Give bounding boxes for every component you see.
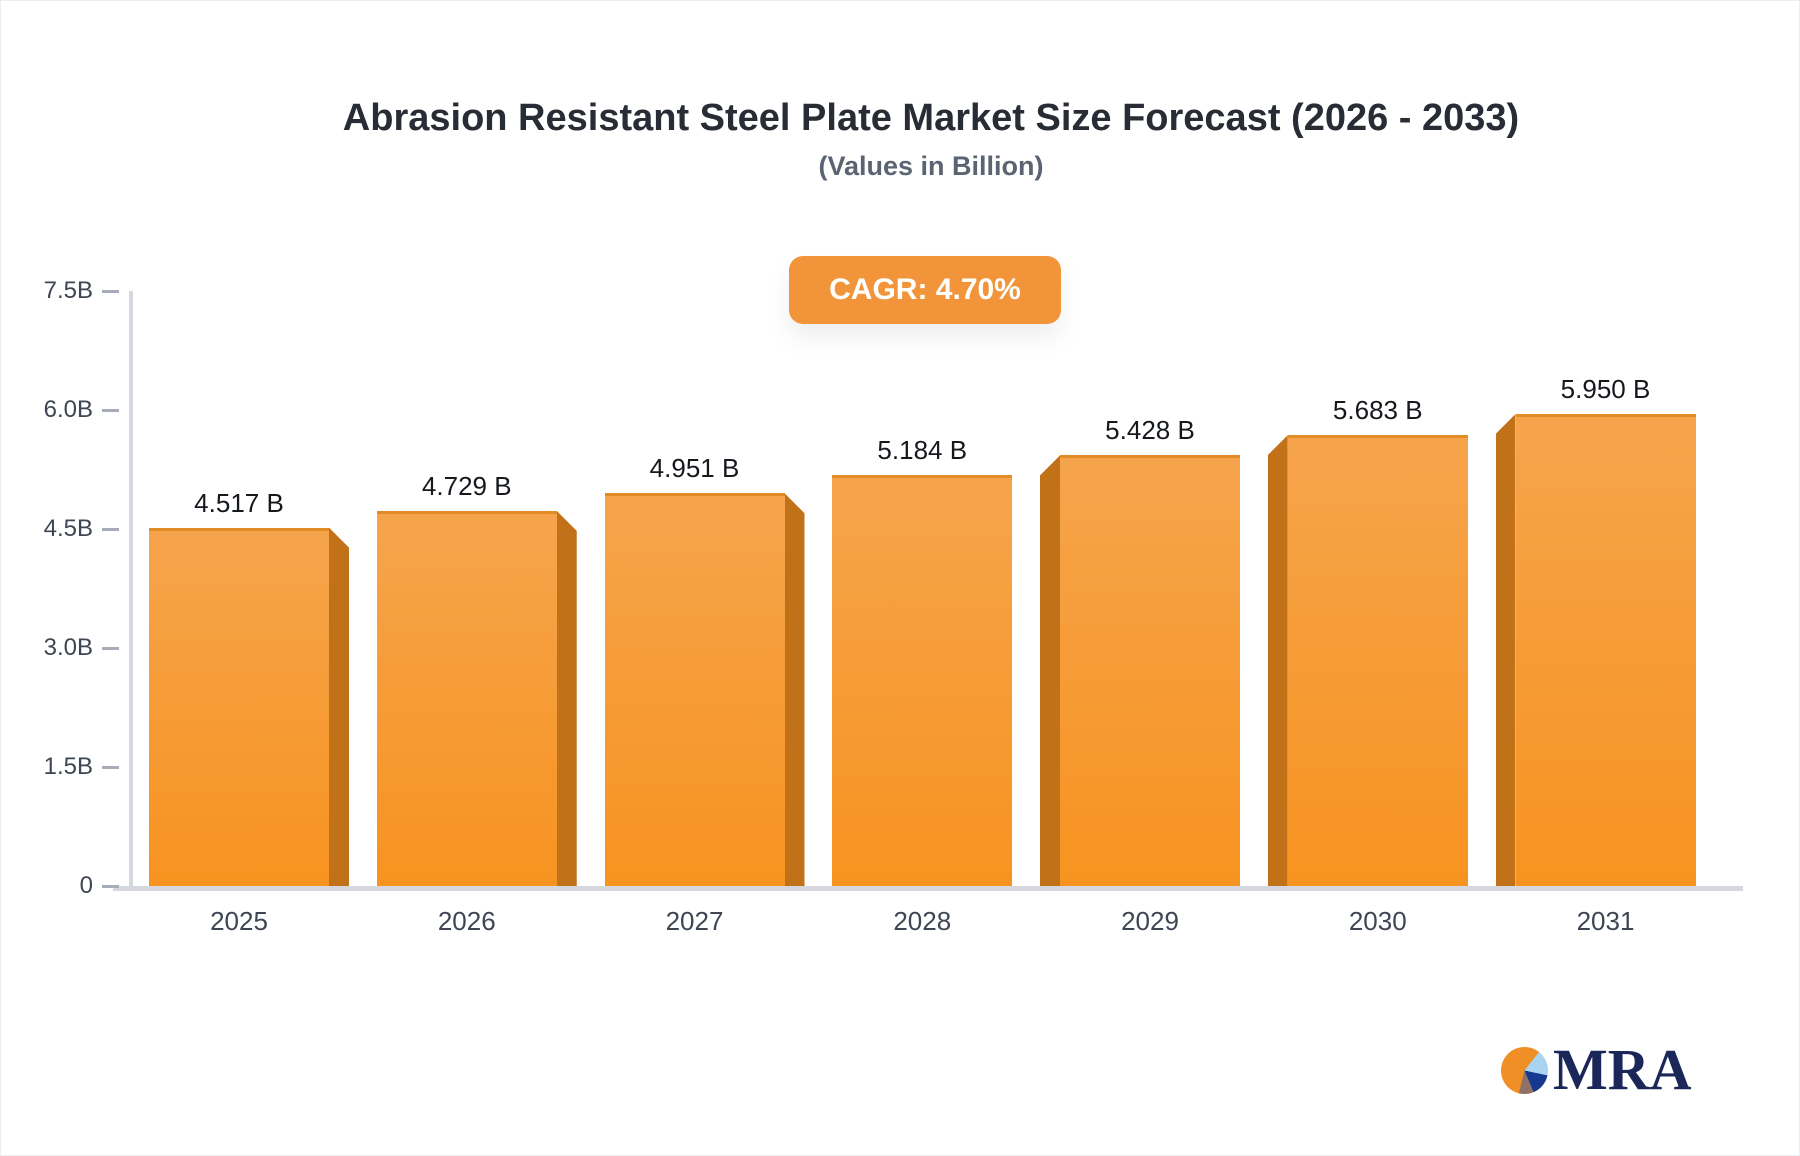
y-tick-dash bbox=[102, 527, 119, 531]
bar-side-face bbox=[1267, 435, 1288, 886]
bar-value-label: 5.683 B bbox=[1332, 395, 1423, 426]
chart-title: Abrasion Resistant Steel Plate Market Si… bbox=[342, 97, 1520, 139]
bar-2025 bbox=[149, 527, 329, 886]
bar-value-label: 4.951 B bbox=[649, 453, 740, 484]
y-tick-dash bbox=[102, 765, 119, 769]
x-axis-label: 2031 bbox=[1576, 906, 1635, 936]
chart-subtitle: (Values in Billion) bbox=[818, 151, 1044, 181]
x-axis-line bbox=[113, 886, 1743, 891]
pie-chart-icon bbox=[1501, 1046, 1548, 1094]
bar-side-face bbox=[1495, 413, 1516, 886]
bar-2026 bbox=[376, 510, 557, 886]
y-tick-label: 3.0B bbox=[43, 634, 93, 661]
x-axis-label: 2028 bbox=[893, 906, 952, 936]
x-axis-label: 2027 bbox=[665, 906, 724, 936]
x-axis-label: 2025 bbox=[210, 906, 268, 936]
bar-2027 bbox=[604, 493, 785, 886]
y-tick-dash bbox=[102, 884, 119, 888]
bar-value-label: 5.950 B bbox=[1560, 373, 1651, 404]
y-tick-dash bbox=[102, 289, 119, 293]
bar-2028 bbox=[832, 474, 1013, 886]
y-tick-label: 6.0B bbox=[43, 396, 93, 423]
cagr-badge: CAGR: 4.70% bbox=[789, 256, 1061, 324]
x-axis-label: 2026 bbox=[437, 906, 496, 936]
bar-2031 bbox=[1515, 413, 1696, 886]
bar-value-label: 5.428 B bbox=[1105, 415, 1195, 446]
brand-name: MRA bbox=[1553, 1037, 1692, 1102]
y-tick-label: 0 bbox=[79, 872, 93, 899]
y-tick-label: 1.5B bbox=[43, 753, 93, 780]
bar-side-face bbox=[556, 510, 577, 886]
x-axis-label: 2030 bbox=[1348, 906, 1407, 936]
bar-side-face bbox=[1040, 455, 1060, 886]
bar-side-face bbox=[329, 527, 349, 886]
bar-2029 bbox=[1060, 455, 1240, 886]
x-axis-label: 2029 bbox=[1121, 906, 1179, 936]
bar-side-face bbox=[784, 493, 805, 886]
bar-2030 bbox=[1287, 435, 1468, 886]
y-tick-label: 4.5B bbox=[43, 515, 93, 542]
y-tick-label: 7.5B bbox=[43, 277, 93, 304]
bar-value-label: 4.729 B bbox=[421, 470, 512, 501]
y-axis-line bbox=[129, 291, 133, 891]
y-tick-dash bbox=[102, 408, 119, 412]
bar-value-label: 5.184 B bbox=[877, 434, 968, 465]
bar-value-label: 4.517 B bbox=[194, 487, 284, 518]
brand-logo: MRA bbox=[1501, 1041, 1692, 1099]
y-tick-dash bbox=[102, 646, 119, 650]
